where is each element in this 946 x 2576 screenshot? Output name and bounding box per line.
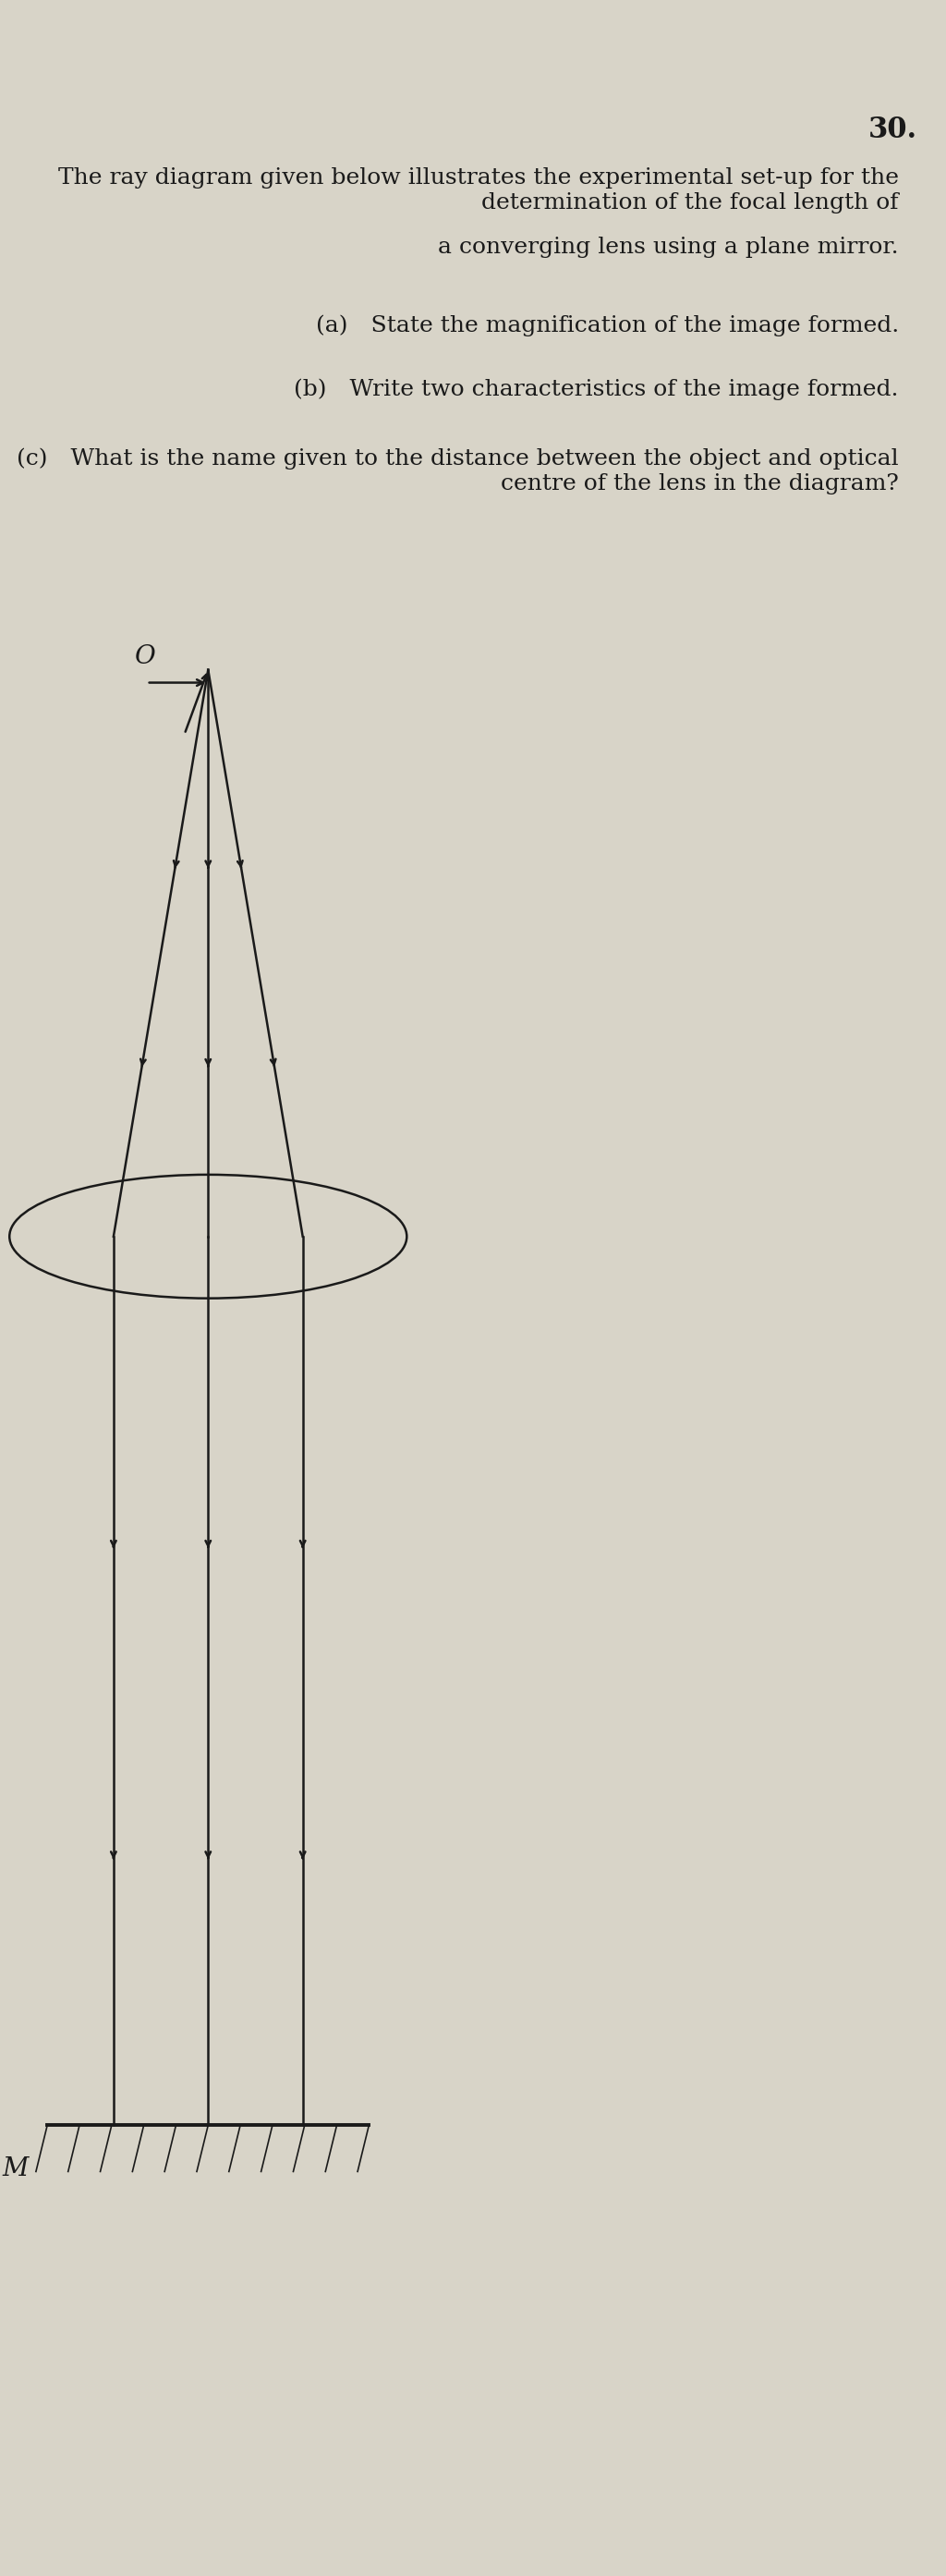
Text: O: O <box>135 644 156 670</box>
Text: (b) Write two characteristics of the image formed.: (b) Write two characteristics of the ima… <box>294 379 899 399</box>
Text: 30.: 30. <box>868 116 918 144</box>
Text: (a) State the magnification of the image formed.: (a) State the magnification of the image… <box>316 314 899 335</box>
Text: (c) What is the name given to the distance between the object and optical centre: (c) What is the name given to the distan… <box>17 448 899 495</box>
Text: The ray diagram given below illustrates the experimental set-up for the determin: The ray diagram given below illustrates … <box>58 167 899 214</box>
Text: M: M <box>2 2156 28 2182</box>
Text: a converging lens using a plane mirror.: a converging lens using a plane mirror. <box>438 237 899 258</box>
